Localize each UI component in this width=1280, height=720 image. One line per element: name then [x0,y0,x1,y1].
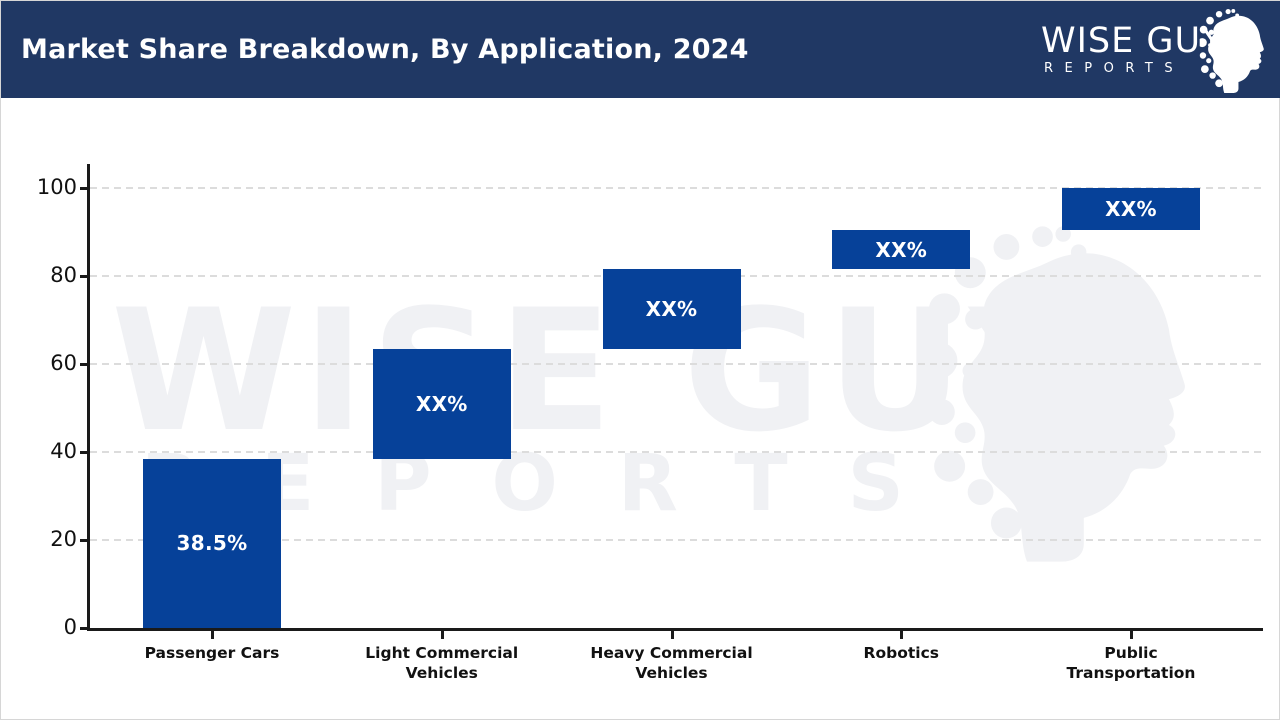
logo-wordmark: WISE GUY [1041,21,1224,61]
y-tick-mark [80,451,89,454]
y-axis-tick-label: 20 [50,527,77,551]
wise-guy-reports-logo: WISE GUY REPORTS [1027,7,1267,93]
y-tick-mark [80,627,89,630]
x-tick-mark [440,631,444,639]
y-axis-tick-label: 40 [50,439,77,463]
x-axis-category-label: Public Transportation [1066,644,1196,682]
bar-public-transportation: XX% [1062,188,1200,230]
y-axis-tick-label: 80 [50,263,77,287]
watermark-head-icon [929,219,1187,569]
bar-light-commercial-vehicles: XX% [372,348,511,459]
gridline-40 [90,451,1263,453]
bar-robotics: XX% [832,229,971,270]
y-tick-mark [80,187,89,190]
watermark-wordmark: WISE GUY [111,273,1098,469]
y-tick-mark [80,363,89,366]
gridline-20 [90,539,1263,541]
y-axis-tick-label: 100 [36,175,77,199]
logo-head-icon [1193,9,1271,93]
bar-value-label: XX% [1105,196,1157,221]
y-axis-tick-label: 0 [63,615,77,639]
y-axis-tick-label: 60 [50,351,77,375]
x-tick-mark [900,631,904,639]
bar-passenger-cars: 38.5% [143,458,281,628]
bar-value-label: 38.5% [176,531,248,556]
x-axis-category-label: Heavy Commercial Vehicles [590,644,753,682]
x-axis-category-label: Robotics [863,644,939,662]
x-tick-mark [670,631,674,639]
bar-value-label: XX% [415,391,468,416]
x-axis-line [87,628,1263,631]
chart-title: Market Share Breakdown, By Application, … [21,34,749,65]
x-axis-category-label: Light Commercial Vehicles [365,644,519,682]
y-tick-mark [80,539,89,542]
x-tick-mark [1130,631,1133,639]
bar-value-label: XX% [645,296,698,321]
gridline-100 [90,187,1263,189]
logo-subtitle: REPORTS [1044,61,1185,76]
bar-heavy-commercial-vehicles: XX% [602,269,741,349]
logo-text: WISE GUY REPORTS [1041,23,1224,76]
y-axis-line [87,164,90,631]
gridline-60 [90,363,1263,365]
bar-value-label: XX% [875,237,928,262]
header-bar: Market Share Breakdown, By Application, … [1,1,1280,98]
x-axis-category-label: Passenger Cars [144,644,280,662]
x-tick-mark [211,631,214,639]
y-tick-mark [80,275,89,278]
